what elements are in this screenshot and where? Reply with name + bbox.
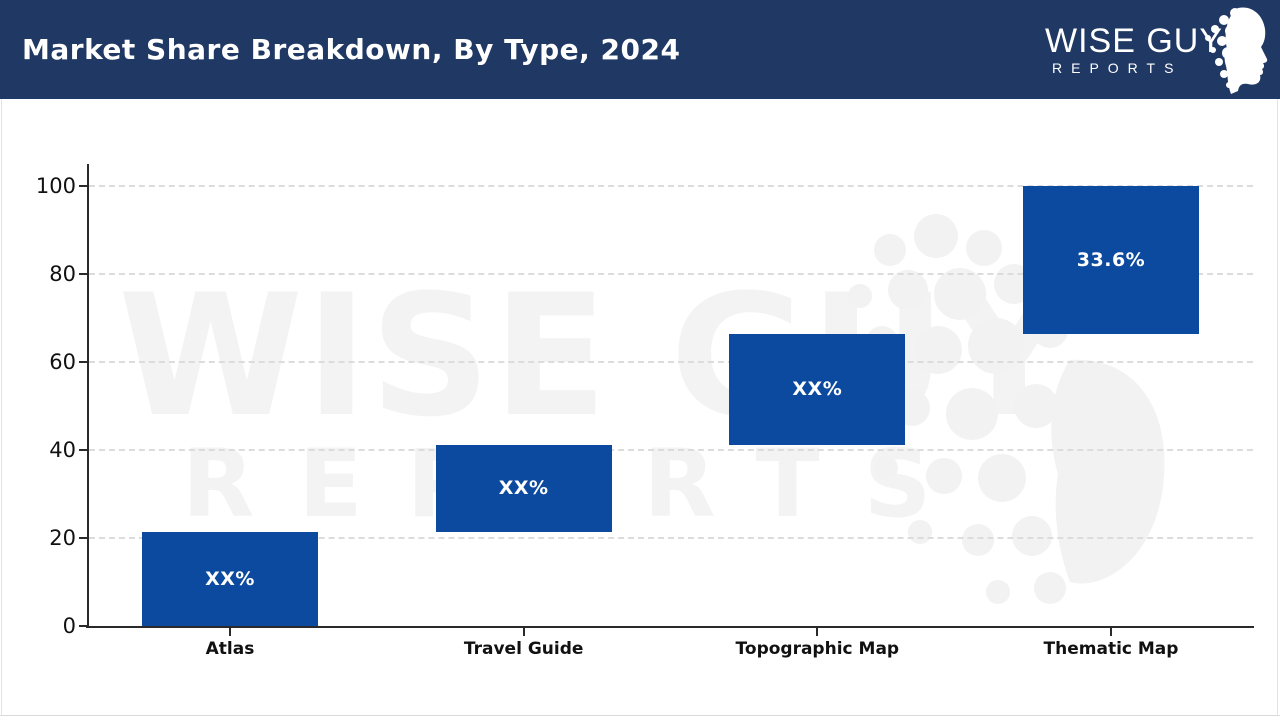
y-axis-tick	[79, 184, 88, 187]
bar-topographic-map: XX%	[729, 333, 906, 445]
y-axis-tick-label: 40	[49, 437, 76, 462]
page-border-left	[1, 99, 2, 716]
y-axis-tick-label: 20	[49, 525, 76, 550]
page-border-bottom	[0, 715, 1280, 716]
bar-thematic-map: 33.6%	[1023, 185, 1199, 334]
x-axis-category-label: Travel Guide	[463, 639, 584, 659]
x-axis-tick	[229, 628, 231, 636]
y-axis-tick-label: 60	[49, 349, 76, 374]
x-axis-tick	[816, 628, 819, 636]
wise-guy-reports-logo: WISE GUY REPORTS	[1010, 0, 1270, 99]
y-axis-tick	[79, 536, 88, 539]
logo-wordmark: WISE GUY	[1045, 22, 1224, 60]
x-axis-category-label: Atlas	[205, 639, 255, 659]
gridline-y40	[89, 448, 1253, 451]
gridline-y60	[89, 360, 1253, 363]
logo-subtext: REPORTS	[1052, 60, 1183, 76]
gridline-y20	[89, 536, 1253, 539]
bar-travel-guide: XX%	[435, 444, 612, 532]
y-axis-line	[87, 164, 89, 628]
y-axis-tick-label: 80	[49, 261, 76, 286]
y-axis-tick	[79, 448, 88, 451]
x-axis-category-label: Topographic Map	[735, 639, 900, 659]
y-axis-tick	[79, 360, 88, 363]
bar-value-label: 33.6%	[1076, 248, 1146, 271]
y-axis-tick-label: 100	[35, 173, 76, 198]
plot-area: 0 20 40 60 80 100 XX% Atlas XX% Travel Guide XX% To…	[0, 99, 1280, 716]
bar-atlas: XX%	[142, 531, 318, 626]
gridline-y100	[89, 184, 1253, 187]
bar-value-label: XX%	[205, 567, 255, 590]
header-band: Market Share Breakdown, By Type, 2024 WI…	[0, 0, 1280, 99]
bar-value-label: XX%	[792, 378, 843, 400]
x-axis-tick	[1110, 628, 1112, 636]
x-axis-tick	[522, 628, 525, 636]
y-axis-tick	[79, 625, 88, 627]
x-axis-line	[86, 626, 1254, 628]
bar-value-label: XX%	[498, 477, 549, 500]
face-profile-icon	[1205, 7, 1268, 95]
gridline-y80	[89, 272, 1253, 275]
chart-title: Market Share Breakdown, By Type, 2024	[22, 33, 681, 66]
y-axis-tick	[79, 272, 88, 275]
y-axis-tick-label: 0	[62, 614, 76, 638]
x-axis-category-label: Thematic Map	[1043, 639, 1179, 659]
page-border-right	[1277, 99, 1278, 716]
